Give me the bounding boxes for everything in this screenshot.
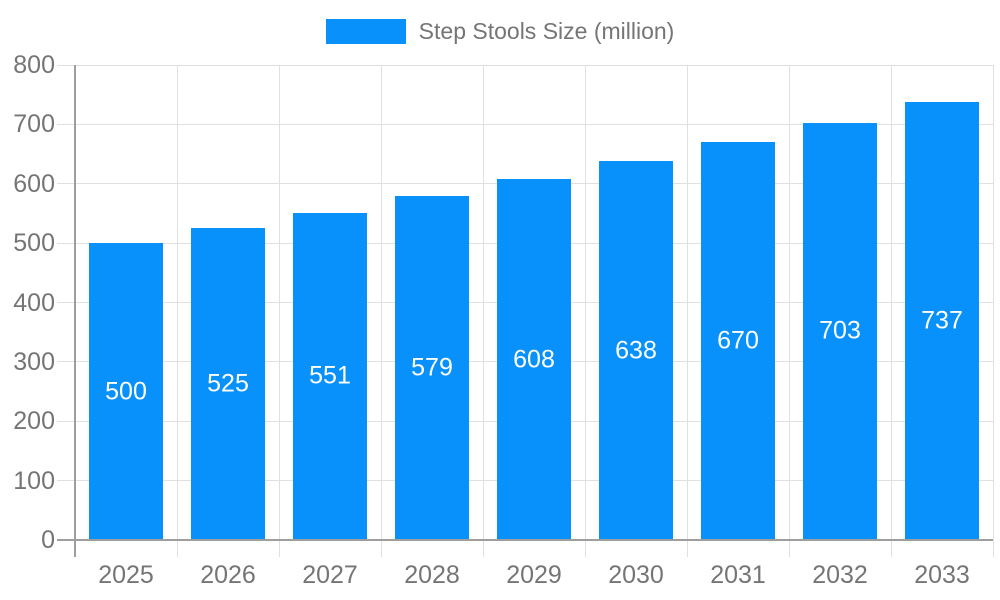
y-tick-label-600: 600: [13, 169, 55, 198]
legend-item[interactable]: Step Stools Size (million): [325, 18, 675, 45]
bar-value-label-2031: 670: [717, 326, 759, 355]
x-tick-label-2028: 2028: [404, 561, 460, 589]
bar-2031[interactable]: 670: [701, 142, 775, 540]
gridline-v-1: [176, 65, 178, 557]
y-tick-label-300: 300: [13, 347, 55, 376]
bar-value-label-2030: 638: [615, 336, 657, 365]
y-tick-label-800: 800: [13, 51, 55, 79]
gridline-v-8: [890, 65, 892, 557]
bar-2033[interactable]: 737: [905, 102, 979, 540]
y-tick-label-700: 700: [13, 110, 55, 139]
plot-area: 0 100 200 300 400 500 600 700 800 500 2025 525 2026 5…: [13, 51, 994, 589]
legend: Step Stools Size (million): [0, 18, 1000, 45]
bar-value-label-2029: 608: [513, 345, 555, 373]
y-axis-line: [74, 65, 76, 557]
bar-value-label-2027: 551: [309, 361, 351, 390]
y-tick-label-0: 0: [41, 526, 55, 554]
gridline-h-700: [57, 123, 993, 125]
x-tick-label-2033: 2033: [914, 561, 970, 589]
x-tick-label-2030: 2030: [608, 561, 664, 589]
bar-2025[interactable]: 500: [89, 243, 163, 540]
bar-value-label-2033: 737: [921, 306, 963, 335]
gridline-v-5: [584, 65, 586, 557]
bar-value-label-2028: 579: [411, 353, 453, 382]
x-tick-label-2032: 2032: [812, 561, 868, 589]
y-tick-label-100: 100: [13, 466, 55, 495]
x-tick-label-2029: 2029: [506, 561, 562, 589]
bar-2027[interactable]: 551: [293, 212, 367, 540]
gridline-v-3: [380, 65, 382, 557]
x-tick-label-2025: 2025: [98, 561, 154, 589]
y-tick-label-500: 500: [13, 229, 55, 258]
x-tick-label-2027: 2027: [302, 561, 358, 589]
bar-value-label-2032: 703: [819, 316, 861, 345]
gridline-v-2: [278, 65, 280, 557]
gridline-v-4: [482, 65, 484, 557]
y-tick-label-200: 200: [13, 407, 55, 436]
x-tick-label-2026: 2026: [200, 561, 256, 589]
bar-value-label-2025: 500: [105, 377, 147, 406]
gridline-v-7: [788, 65, 790, 557]
bar-2030[interactable]: 638: [599, 161, 673, 540]
bar-2032[interactable]: 703: [803, 122, 877, 540]
legend-swatch-icon: [325, 19, 406, 44]
gridline-h-800: [57, 64, 993, 66]
bar-2028[interactable]: 579: [395, 196, 469, 540]
x-tick-label-2031: 2031: [710, 561, 766, 589]
x-axis-line: [57, 539, 993, 541]
bar-value-label-2026: 525: [207, 369, 249, 398]
gridline-v-6: [686, 65, 688, 557]
legend-label: Step Stools Size (million): [418, 18, 675, 44]
gridline-v-9: [992, 65, 994, 557]
y-tick-label-400: 400: [13, 288, 55, 317]
bar-2029[interactable]: 608: [497, 179, 571, 540]
bar-2026[interactable]: 525: [191, 228, 265, 540]
